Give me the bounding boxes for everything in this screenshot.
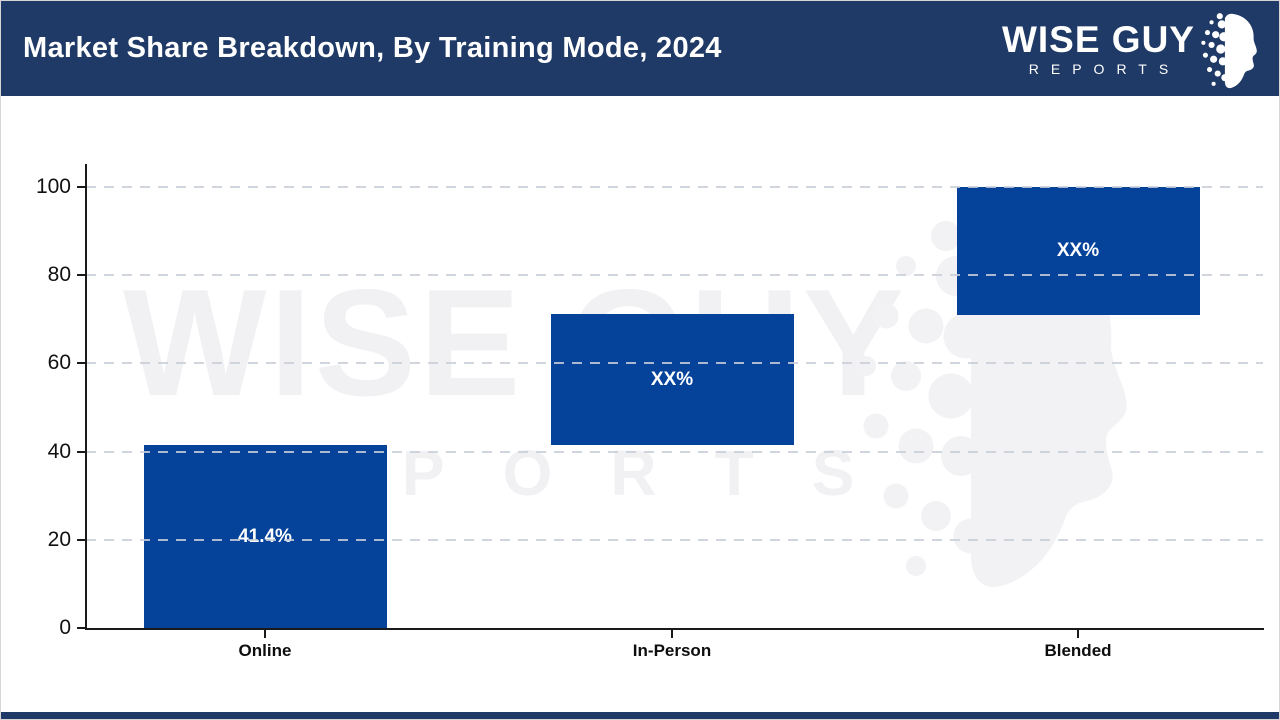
- y-tick-0: [77, 627, 85, 629]
- header-bar: Market Share Breakdown, By Training Mode…: [1, 1, 1279, 96]
- x-axis-line: [85, 628, 1264, 630]
- x-tick-online: [264, 630, 266, 638]
- logo-line1: WISE GUY: [1001, 19, 1195, 60]
- bar-blended: XX%: [956, 187, 1200, 315]
- x-tick-in-person: [671, 630, 673, 638]
- bar-value-label: XX%: [650, 368, 694, 390]
- y-tick-20: [77, 538, 85, 541]
- axis-layer: [1, 96, 1279, 714]
- wise-guy-reports-logo: WISE GUY REPORTS: [1002, 8, 1259, 90]
- y-tick-100: [77, 186, 85, 188]
- x-tick-blended: [1077, 630, 1079, 638]
- page-title: Market Share Breakdown, By Training Mode…: [23, 32, 722, 64]
- y-tick-label-100: 100: [35, 175, 71, 198]
- face-profile-icon: [1201, 12, 1257, 88]
- y-tick-label-40: 40: [47, 439, 71, 463]
- bar-value-label: 41.4%: [238, 525, 292, 547]
- logo-wordmark: WISE GUY REPORTS: [1002, 21, 1195, 76]
- y-axis-line: [85, 164, 87, 628]
- y-tick-40: [77, 450, 85, 453]
- chart-area: WISE GUY REPORTS 41.4% XX% XX% 0 20 40 60 80 10…: [1, 96, 1279, 714]
- x-axis-label-online: Online: [238, 641, 292, 660]
- logo-line2: REPORTS: [1028, 61, 1181, 77]
- bar-online: 41.4%: [143, 445, 387, 628]
- bar-in-person: XX%: [550, 314, 794, 446]
- bars-layer: 41.4% XX% XX%: [1, 96, 1279, 714]
- y-tick-label-0: 0: [59, 616, 71, 639]
- y-tick-label-60: 60: [47, 351, 71, 375]
- bar-value-label: XX%: [1056, 239, 1100, 261]
- y-tick-60: [77, 362, 85, 365]
- x-axis-label-in-person: In-Person: [632, 641, 712, 660]
- label-layer: 0 20 40 60 80 100 Online In-Person Blended: [1, 96, 1279, 714]
- y-tick-80: [77, 274, 85, 277]
- x-axis-label-blended: Blended: [1044, 641, 1112, 660]
- y-tick-label-80: 80: [47, 263, 71, 287]
- footer-bar: [1, 712, 1279, 719]
- y-tick-label-20: 20: [47, 527, 71, 551]
